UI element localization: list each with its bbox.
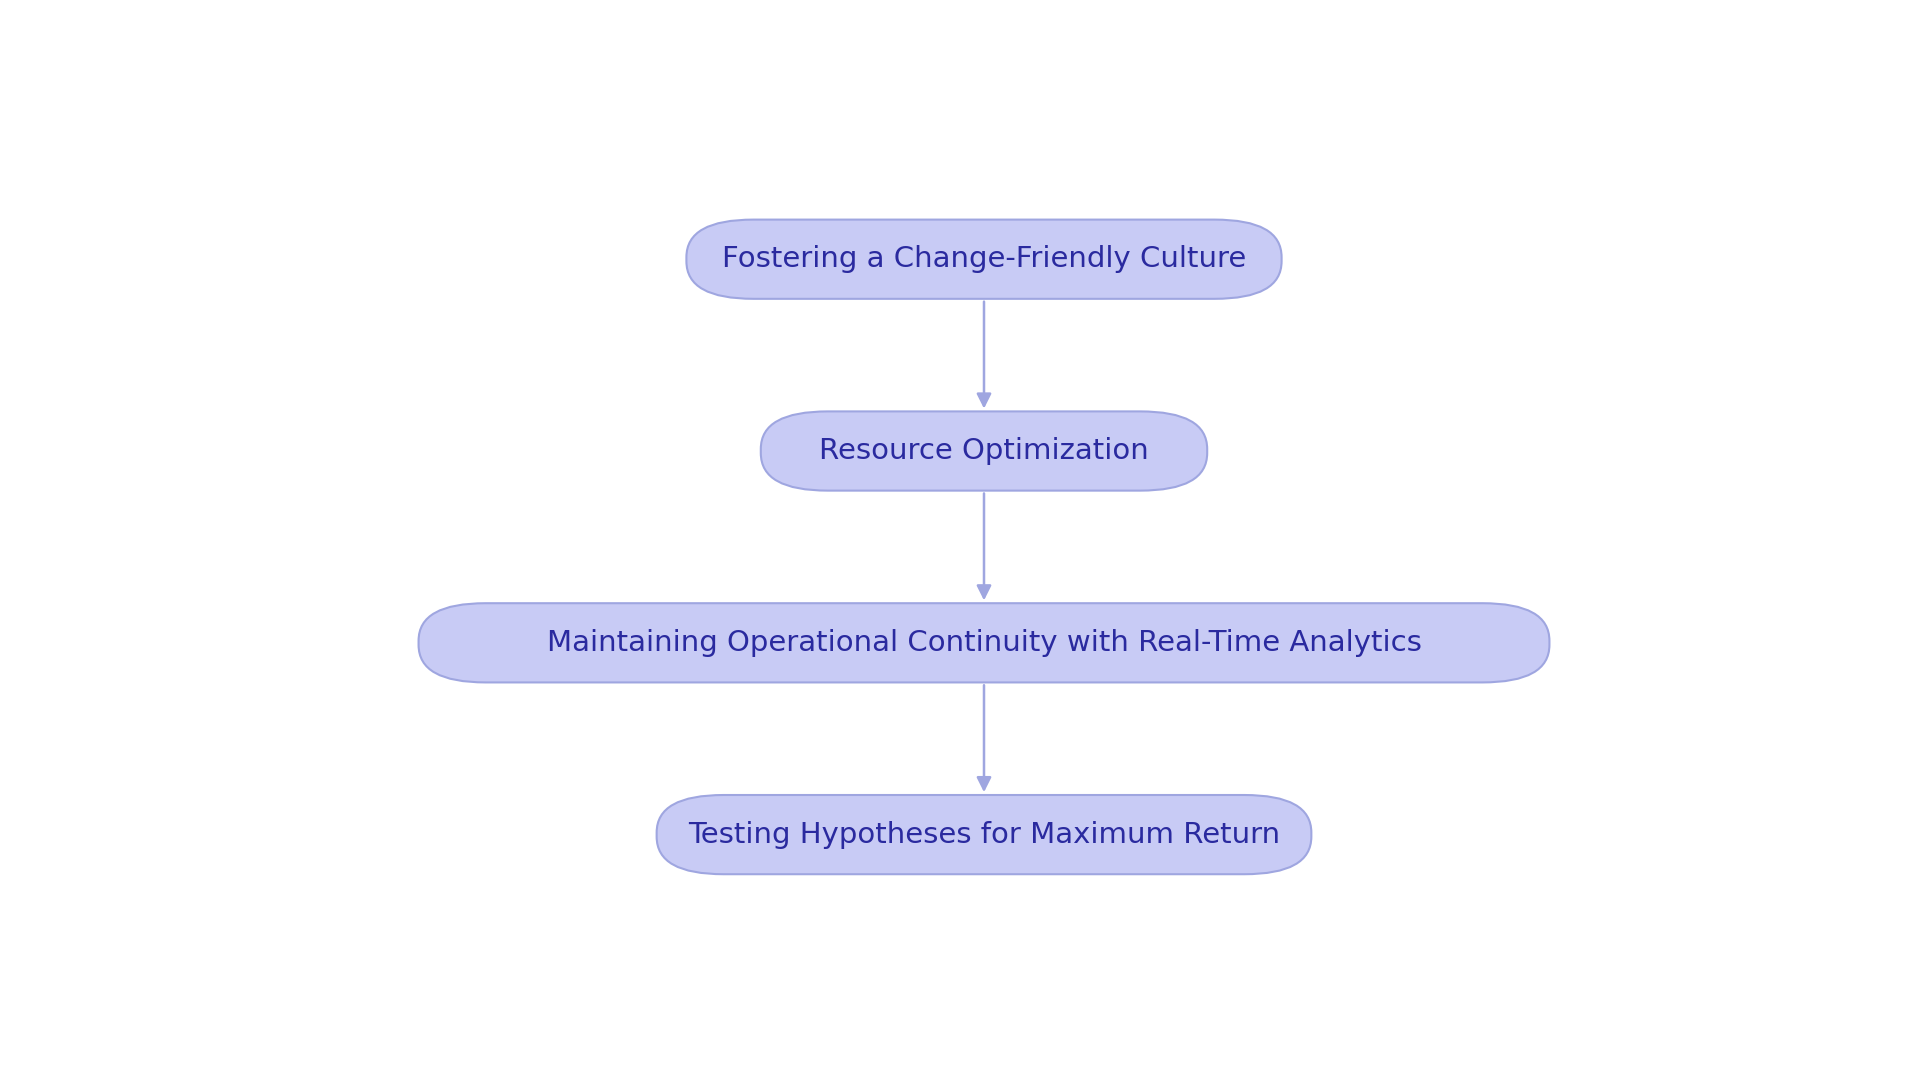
Text: Fostering a Change-Friendly Culture: Fostering a Change-Friendly Culture [722, 245, 1246, 273]
FancyBboxPatch shape [760, 412, 1208, 491]
Text: Maintaining Operational Continuity with Real-Time Analytics: Maintaining Operational Continuity with … [547, 629, 1421, 656]
FancyBboxPatch shape [419, 603, 1549, 682]
FancyBboxPatch shape [687, 220, 1283, 299]
Text: Resource Optimization: Resource Optimization [820, 438, 1148, 465]
Text: Testing Hypotheses for Maximum Return: Testing Hypotheses for Maximum Return [687, 821, 1281, 849]
FancyBboxPatch shape [657, 795, 1311, 874]
